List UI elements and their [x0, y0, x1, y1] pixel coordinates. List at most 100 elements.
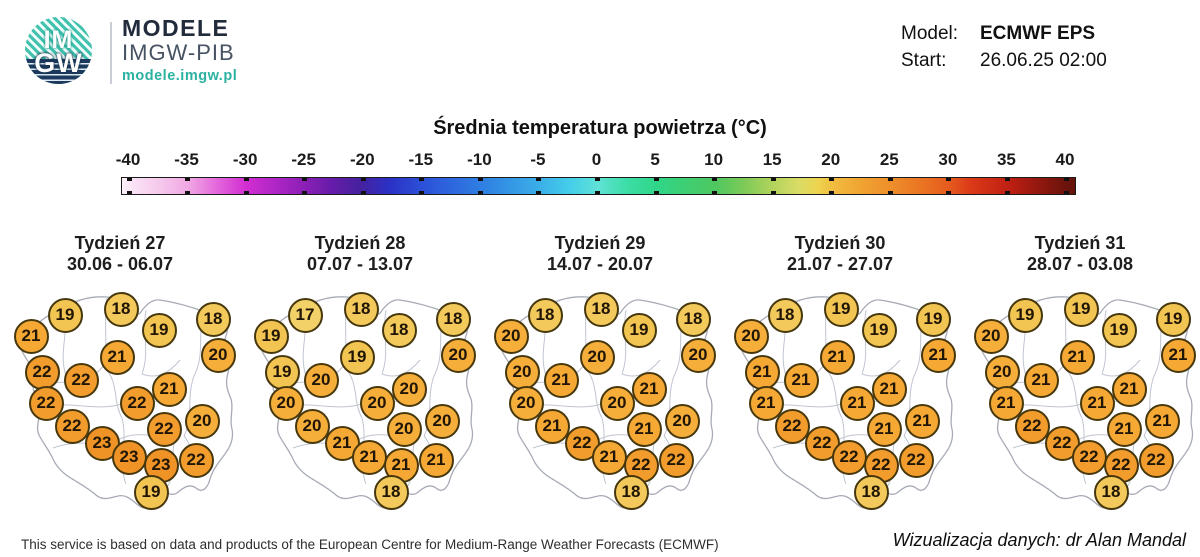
logo-initials-bottom: GW [34, 48, 83, 78]
imgw-logo: IM GW MODELE IMGW-PIB modele.imgw.pl [25, 15, 355, 95]
temperature-bubble: 19 [621, 312, 657, 348]
temperature-bubble: 22 [898, 442, 934, 478]
temperature-bubble: 18 [1093, 474, 1129, 510]
temperature-bubble: 21 [631, 371, 667, 407]
start-value: 26.06.25 02:00 [980, 50, 1107, 71]
colorbar-tick-mark [302, 178, 308, 181]
temperature-bubble: 22 [28, 385, 64, 421]
temperature-bubble: 21 [988, 385, 1024, 421]
week-date-range: 07.07 - 13.07 [306, 254, 414, 274]
temperature-bubble: 21 [591, 439, 627, 475]
colorbar-tick-mark [536, 178, 542, 181]
temperature-bubble: 21 [1144, 403, 1180, 439]
temperature-bubble: 21 [13, 318, 49, 354]
temperature-bubble: 22 [54, 408, 90, 444]
week-title: Tydzień 28 [314, 233, 406, 253]
temperature-bubble: 19 [264, 354, 300, 390]
temperature-bubble: 18 [613, 474, 649, 510]
temperature-bubble: 22 [774, 408, 810, 444]
imgw-logo-icon: IM GW [25, 17, 92, 84]
brand-title: MODELE [122, 15, 230, 41]
temperature-bubble: 21 [748, 385, 784, 421]
temperature-bubble: 22 [119, 385, 155, 421]
temperature-bubble: 21 [1106, 411, 1142, 447]
temperature-bubble: 22 [831, 439, 867, 475]
page-title: Średnia temperatura powietrza (°C) [433, 117, 767, 139]
temperature-bubble: 21 [99, 339, 135, 375]
temperature-bubble: 22 [178, 442, 214, 478]
footer-attribution: This service is based on data and produc… [21, 537, 719, 552]
temperature-bubble: 18 [103, 291, 139, 327]
colorbar-tick-mark [360, 178, 366, 181]
temperature-bubble: 18 [675, 301, 711, 337]
temperature-bubble: 20 [184, 403, 220, 439]
temperature-bubble: 21 [1079, 385, 1115, 421]
temperature-bubble: 20 [599, 385, 635, 421]
temperature-bubble: 21 [1023, 362, 1059, 398]
temperature-bubble: 22 [24, 354, 60, 390]
brand-block: MODELE IMGW-PIB modele.imgw.pl [122, 16, 237, 87]
temperature-bubble: 18 [381, 312, 417, 348]
temperature-bubble: 19 [1063, 291, 1099, 327]
colorbar-tick-mark [302, 191, 308, 194]
colorbar-tick-label: -5 [530, 150, 546, 169]
temperature-bubble: 19 [1155, 301, 1191, 337]
temperature-bubble: 21 [819, 339, 855, 375]
colorbar-tick-mark [829, 191, 835, 194]
colorbar-tick-mark [770, 178, 776, 181]
temperature-bubble: 21 [904, 403, 940, 439]
temperature-bubble: 19 [339, 339, 375, 375]
colorbar-tick-mark [360, 191, 366, 194]
colorbar-tick-label: -40 [115, 150, 141, 169]
temperature-bubble: 21 [543, 362, 579, 398]
logo-navy-waves [25, 59, 92, 84]
week-map: 19 19 20 19 19 21 21 20 21 21 21 21 21 22 21 22 22 22 22 18 [960, 286, 1200, 521]
temperature-bubble: 20 [508, 385, 544, 421]
week-title: Tydzień 30 [794, 233, 886, 253]
colorbar-tick-mark [712, 191, 718, 194]
temperature-bubble: 19 [915, 301, 951, 337]
temperature-bubble: 21 [920, 337, 956, 373]
colorbar-tick-label: 15 [762, 150, 782, 169]
temperature-bubble: 18 [195, 301, 231, 337]
colorbar-tick-labels: -40 -35 -30 -25 -20 -15 -10 -5 0 5 10 15 20 25 30 35 40 [116, 150, 1076, 172]
brand-url-link[interactable]: modele.imgw.pl [122, 68, 238, 84]
temperature-bubble: 20 [440, 337, 476, 373]
temperature-bubble: 21 [783, 362, 819, 398]
temperature-bubble: 23 [84, 425, 120, 461]
week-date-range: 21.07 - 27.07 [786, 254, 894, 274]
colorbar-tick-label: 30 [938, 150, 958, 169]
temperature-bubble: 20 [504, 354, 540, 390]
week-map: 19 18 21 19 18 20 21 22 22 21 22 22 20 22 22 23 23 23 22 19 [0, 286, 240, 521]
temperature-bubble: 21 [744, 354, 780, 390]
colorbar-tick-label: -30 [232, 150, 258, 169]
colorbar-tick-label: -35 [174, 150, 199, 169]
footer-credit: Wizualizacja danych: dr Alan Mandal [892, 530, 1186, 550]
colorbar-tick-mark [419, 191, 425, 194]
temperature-bubble: 20 [973, 318, 1009, 354]
temperature-bubble: 19 [1007, 297, 1043, 333]
colorbar-tick-mark [829, 178, 835, 181]
colorbar-tick-label: 20 [821, 150, 841, 169]
temperature-bubble: 21 [1160, 337, 1196, 373]
temperature-bubble: 21 [866, 411, 902, 447]
colorbar-tick-mark [185, 178, 191, 181]
colorbar-tick-mark [595, 178, 600, 181]
temperature-bubble: 20 [493, 318, 529, 354]
colorbar-tick-mark [126, 191, 132, 194]
temperature-bubble: 19 [823, 291, 859, 327]
temperature-bubble: 20 [359, 385, 395, 421]
temperature-bubble: 21 [626, 411, 662, 447]
temperature-bubble: 20 [733, 318, 769, 354]
model-value: ECMWF EPS [980, 23, 1096, 44]
colorbar-tick-mark [477, 191, 483, 194]
week-date-range: 14.07 - 20.07 [546, 254, 654, 274]
colorbar-tick-mark [1063, 191, 1069, 194]
temperature-bubble: 20 [268, 385, 304, 421]
week-map: 17 18 19 18 18 20 19 19 20 20 20 20 20 20 20 21 21 21 21 18 [240, 286, 480, 521]
colorbar: -40 -35 -30 -25 -20 -15 -10 -5 0 5 10 15 20 25 30 35 40 [116, 150, 1076, 198]
colorbar-tick-label: -20 [349, 150, 375, 169]
week-panel: Tydzień 29 14.07 - 20.07 18 18 20 19 18 20 20 20… [480, 233, 720, 521]
temperature-bubble: 22 [1138, 442, 1174, 478]
week-title: Tydzień 29 [554, 233, 646, 253]
